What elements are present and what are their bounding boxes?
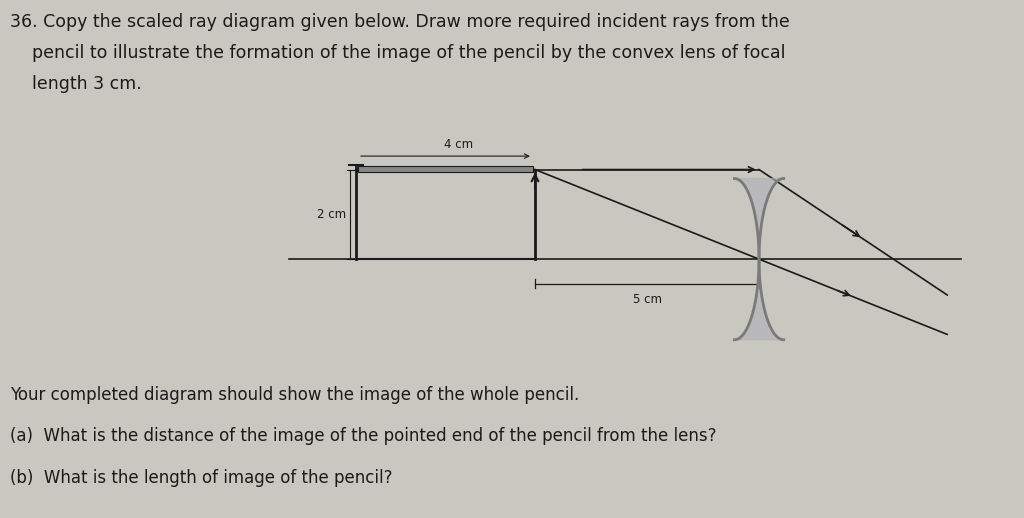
Bar bbox=[356, 169, 535, 259]
Text: 4 cm: 4 cm bbox=[444, 138, 473, 151]
Text: (a)  What is the distance of the image of the pointed end of the pencil from the: (a) What is the distance of the image of… bbox=[10, 427, 717, 445]
Text: 5 cm: 5 cm bbox=[633, 293, 662, 306]
Text: Your completed diagram should show the image of the whole pencil.: Your completed diagram should show the i… bbox=[10, 386, 580, 404]
Polygon shape bbox=[734, 179, 783, 340]
Text: length 3 cm.: length 3 cm. bbox=[10, 75, 142, 93]
Bar bbox=[358, 166, 532, 172]
Text: pencil to illustrate the formation of the image of the pencil by the convex lens: pencil to illustrate the formation of th… bbox=[10, 44, 785, 62]
Text: 2 cm: 2 cm bbox=[316, 208, 346, 221]
Text: 36. Copy the scaled ray diagram given below. Draw more required incident rays fr: 36. Copy the scaled ray diagram given be… bbox=[10, 13, 790, 31]
Text: (b)  What is the length of image of the pencil?: (b) What is the length of image of the p… bbox=[10, 469, 393, 487]
